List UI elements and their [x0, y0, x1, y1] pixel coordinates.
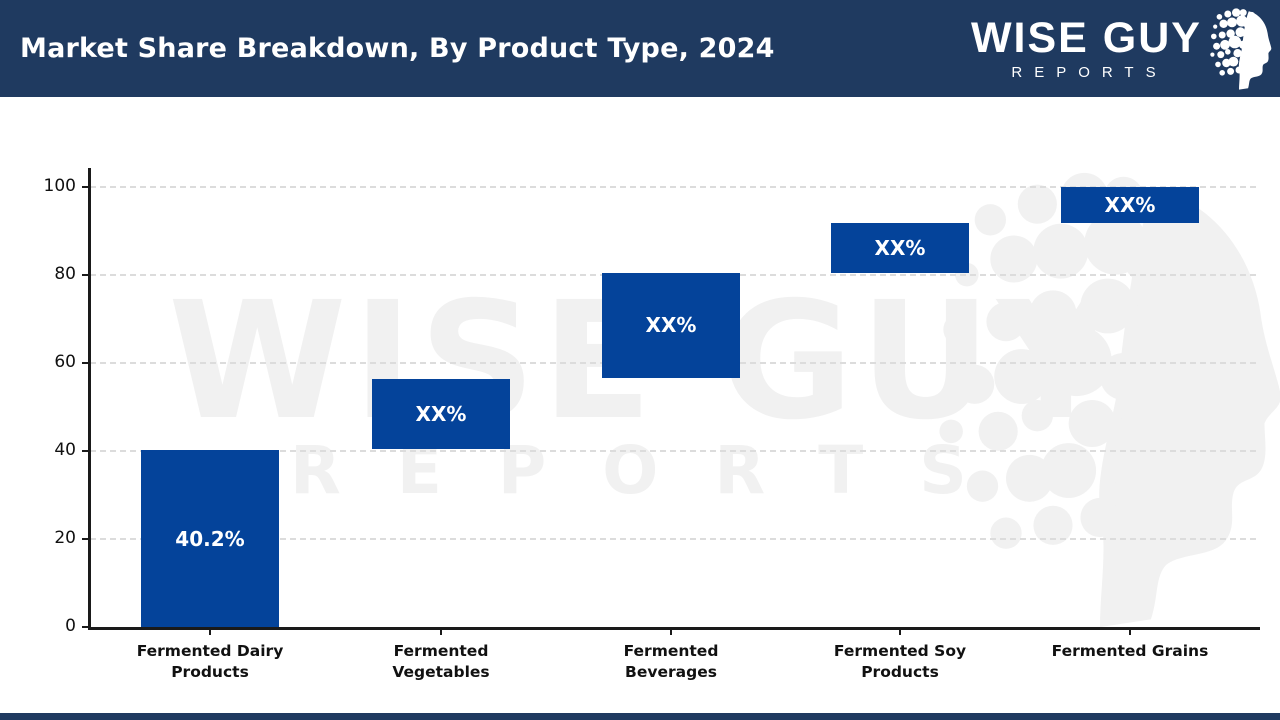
footer-bar — [0, 713, 1280, 720]
header-bar: Market Share Breakdown, By Product Type,… — [0, 0, 1280, 97]
y-axis-tick — [82, 274, 90, 276]
brand-logo: WISE GUY REPORTS — [971, 0, 1272, 97]
x-axis-tick — [670, 627, 672, 635]
bar-value-label: XX% — [1104, 193, 1156, 218]
category-label: Fermented Beverages — [623, 642, 719, 681]
brand-face-icon — [1202, 7, 1272, 91]
y-tick-label: 60 — [54, 352, 76, 372]
gridline — [90, 186, 1256, 188]
bar: XX% — [602, 272, 740, 378]
bar-value-label: XX% — [874, 235, 926, 260]
bar-value-label: XX% — [645, 313, 697, 338]
y-axis-line — [88, 168, 91, 629]
x-axis-tick — [899, 627, 901, 635]
bar: XX% — [831, 223, 969, 273]
bar: 40.2% — [141, 450, 279, 627]
brand-wordmark: WISE GUY REPORTS — [970, 13, 1202, 81]
gridline — [90, 450, 1256, 452]
y-axis-tick — [82, 186, 90, 188]
y-tick-label: 100 — [43, 176, 76, 196]
y-axis-tick — [82, 362, 90, 364]
x-axis-tick — [209, 627, 211, 635]
bar-value-label: XX% — [415, 401, 467, 426]
bar: XX% — [372, 378, 510, 449]
gridline — [90, 538, 1256, 540]
y-tick-label: 0 — [65, 616, 76, 636]
y-axis-tick — [82, 626, 90, 628]
category-label: Fermented Dairy Products — [136, 642, 284, 681]
bar: XX% — [1061, 187, 1199, 224]
category-label: Fermented Soy Products — [833, 642, 967, 681]
brand-reports-text: REPORTS — [1011, 63, 1168, 81]
y-tick-label: 40 — [54, 440, 76, 460]
category-label: Fermented Vegetables — [392, 642, 490, 681]
brand-name-text: WISE GUY — [970, 13, 1202, 62]
x-axis-tick — [1129, 627, 1131, 635]
y-tick-label: 80 — [54, 264, 76, 284]
x-axis-tick — [440, 627, 442, 635]
x-axis-line — [88, 627, 1260, 630]
y-tick-label: 20 — [54, 528, 76, 548]
page-title: Market Share Breakdown, By Product Type,… — [20, 33, 775, 64]
category-label: Fermented Grains — [1051, 642, 1209, 660]
y-axis-tick — [82, 538, 90, 540]
y-axis-tick — [82, 450, 90, 452]
bar-value-label: 40.2% — [175, 526, 245, 551]
